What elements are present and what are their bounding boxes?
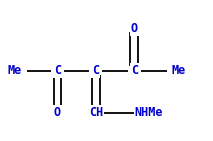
Text: C: C: [54, 64, 61, 77]
Text: C: C: [131, 64, 138, 77]
Text: O: O: [54, 106, 61, 119]
Text: CH: CH: [89, 106, 103, 119]
Text: C: C: [92, 64, 99, 77]
Text: O: O: [131, 22, 138, 35]
Text: Me: Me: [172, 64, 186, 77]
Text: Me: Me: [8, 64, 22, 77]
Text: NHMe: NHMe: [135, 106, 163, 119]
